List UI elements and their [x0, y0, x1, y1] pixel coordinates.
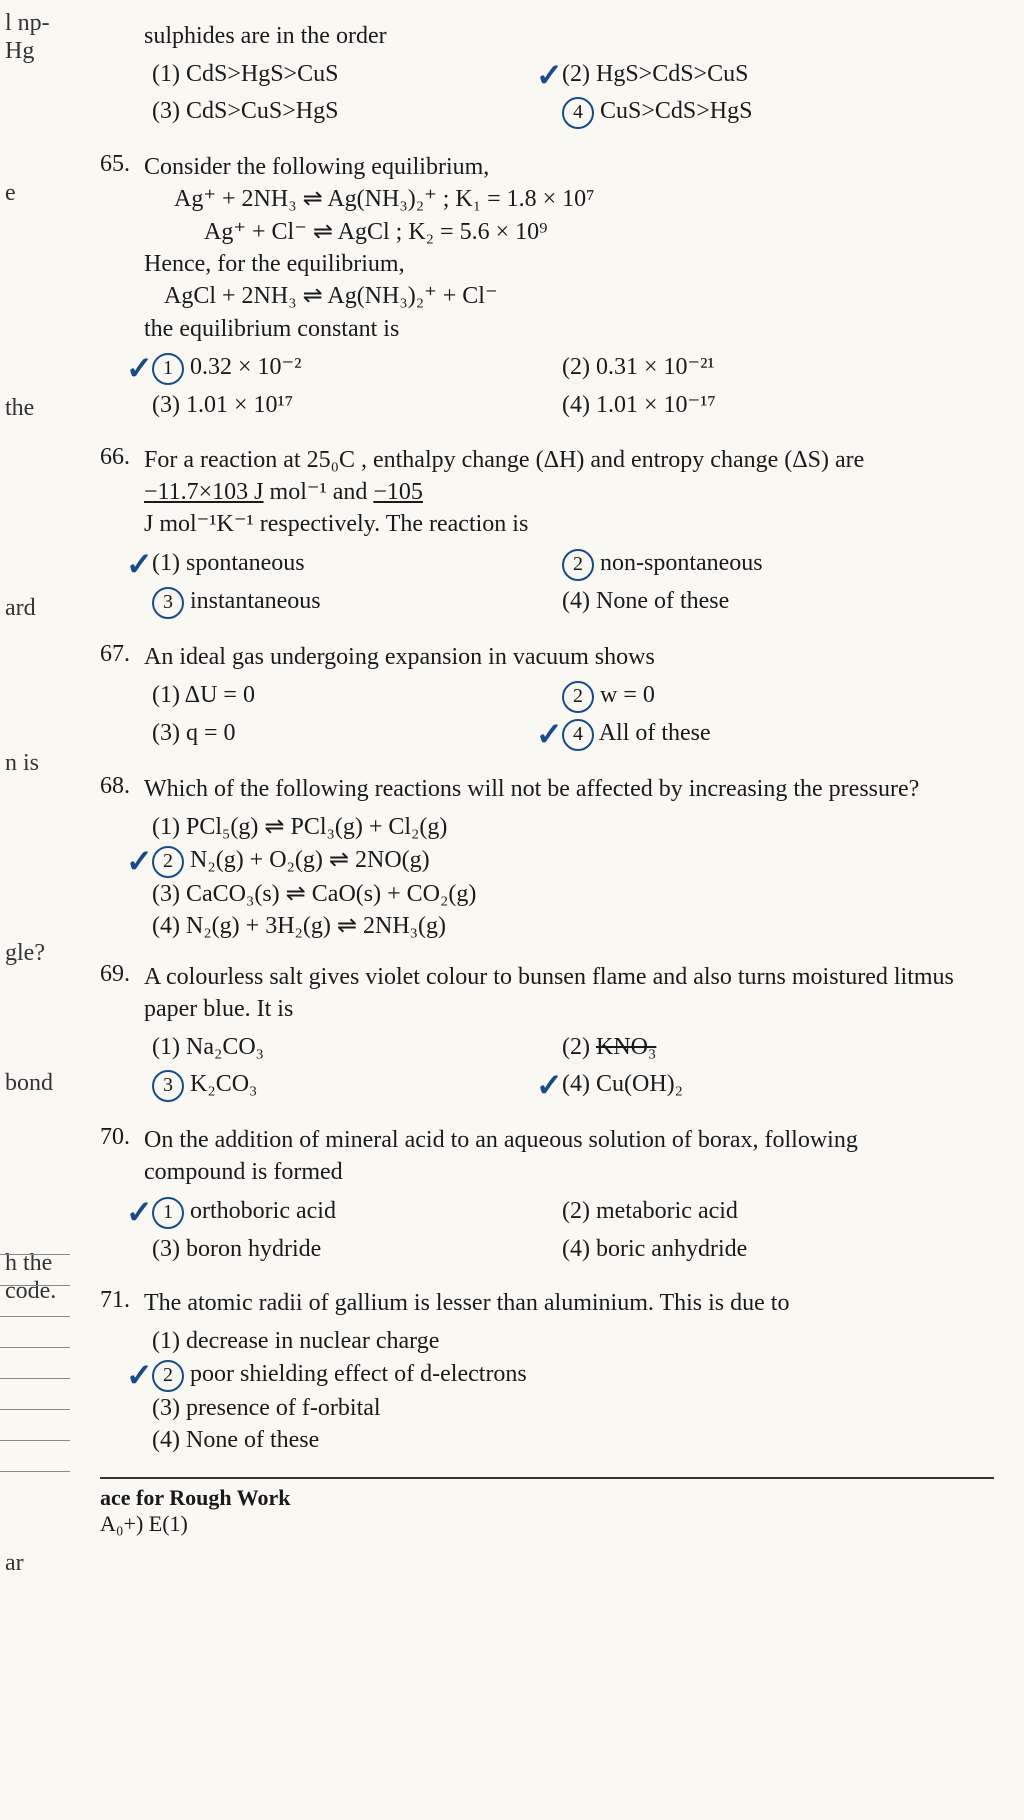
q68-text: Which of the following reactions will no…: [144, 776, 919, 802]
q64-block: sulphides are in the order (1) CdS>HgS>C…: [100, 20, 994, 133]
q66-block: 66. For a reaction at 25₀C , enthalpy ch…: [100, 444, 994, 623]
q71-opt4: (4) None of these: [144, 1424, 964, 1456]
side-bond: bond: [5, 1070, 53, 1097]
tick-icon: ✓: [126, 1354, 153, 1397]
circled-1-icon: 1: [152, 1197, 184, 1229]
q67-opt3: (3) q = 0: [144, 717, 554, 751]
rough-work-label: ace for Rough Work: [100, 1477, 994, 1511]
q70-block: 70. On the addition of mineral acid to a…: [100, 1124, 994, 1269]
circled-4-icon: 4: [562, 719, 594, 751]
tick-icon: ✓: [126, 840, 153, 883]
q66-text2: J mol⁻¹K⁻¹ respectively. The reaction is: [144, 511, 528, 537]
side-the: the: [5, 395, 34, 422]
q70-opt1-text: orthoboric acid: [190, 1198, 336, 1224]
q66-text: For a reaction at 25₀C , enthalpy change…: [144, 447, 864, 473]
q68-opt3: (3) CaCO₃(s) ⇌ CaO(s) + CO₂(g): [144, 878, 964, 910]
q67-block: 67. An ideal gas undergoing expansion in…: [100, 641, 994, 755]
side-ar: ar: [5, 1550, 24, 1577]
q65-opt1-text: 0.32 × 10⁻²: [190, 354, 301, 380]
circled-2-icon: 2: [152, 846, 184, 878]
q64-opt2: (2) HgS>CdS>CuS: [562, 61, 748, 87]
circled-1-icon: 1: [152, 353, 184, 385]
q65-text2: Hence, for the equilibrium,: [144, 251, 405, 277]
circled-2-icon: 2: [562, 681, 594, 713]
q66-opt4: (4) None of these: [554, 585, 964, 619]
circled-2-icon: 2: [152, 1360, 184, 1392]
circled-2-icon: 2: [562, 549, 594, 581]
q70-opt2: (2) metaboric acid: [554, 1195, 964, 1229]
q70-text: On the addition of mineral acid to an aq…: [144, 1127, 858, 1185]
q66-mid: mol⁻¹ and: [264, 479, 374, 505]
q67-opt4-text: All of these: [599, 720, 711, 746]
q71-opt1: (1) decrease in nuclear charge: [144, 1325, 964, 1357]
circled-3-icon: 3: [152, 587, 184, 619]
q65-opt2: (2) 0.31 × 10⁻²¹: [554, 351, 964, 385]
q65-eq2: Ag⁺ + Cl⁻ ⇌ AgCl ; K₂ = 5.6 × 10⁹: [144, 219, 547, 245]
q66-u2: −105: [373, 479, 423, 505]
q65-eq1: Ag⁺ + 2NH₃ ⇌ Ag(NH₃)₂⁺ ; K₁ = 1.8 × 10⁷: [144, 186, 595, 212]
q70-num: 70.: [100, 1124, 140, 1151]
q69-opt1: (1) Na₂CO₃: [144, 1031, 554, 1063]
q71-block: 71. The atomic radii of gallium is lesse…: [100, 1287, 994, 1457]
tick-icon: ✓: [536, 713, 563, 756]
q65-num: 65.: [100, 151, 140, 178]
q68-opt1: (1) PCl₅(g) ⇌ PCl₃(g) + Cl₂(g): [144, 811, 964, 843]
q67-opt1: (1) ΔU = 0: [144, 679, 554, 713]
q66-opt2-text: non-spontaneous: [600, 550, 763, 576]
q70-opt3: (3) boron hydride: [144, 1233, 554, 1265]
q67-text: An ideal gas undergoing expansion in vac…: [144, 644, 655, 670]
q68-opt2-text: N₂(g) + O₂(g) ⇌ 2NO(g): [190, 847, 430, 873]
q71-opt2-text: poor shielding effect of d-electrons: [190, 1361, 527, 1387]
q64-opt4-text: CuS>CdS>HgS: [600, 98, 752, 124]
q65-text1: Consider the following equilibrium,: [144, 154, 489, 180]
q71-text: The atomic radii of gallium is lesser th…: [144, 1290, 789, 1316]
q64-intro: sulphides are in the order: [144, 23, 387, 49]
circled-3-icon: 3: [152, 1070, 184, 1102]
q67-num: 67.: [100, 641, 140, 668]
q65-opt4: (4) 1.01 × 10⁻¹⁷: [554, 389, 964, 421]
q67-opt2-text: w = 0: [600, 682, 655, 708]
q68-block: 68. Which of the following reactions wil…: [100, 773, 994, 943]
q65-eq3: AgCl + 2NH₃ ⇌ Ag(NH₃)₂⁺ + Cl⁻: [144, 283, 498, 309]
side-gle: gle?: [5, 940, 45, 967]
side-is: n is: [5, 750, 39, 777]
tick-icon: ✓: [536, 54, 563, 97]
q69-text: A colourless salt gives violet colour to…: [144, 964, 954, 1022]
side-np: l np-: [5, 10, 50, 37]
q66-num: 66.: [100, 444, 140, 471]
q70-opt4: (4) boric anhydride: [554, 1233, 964, 1265]
q68-num: 68.: [100, 773, 140, 800]
side-ard: ard: [5, 595, 36, 622]
tick-icon: ✓: [126, 347, 153, 390]
q66-opt3-text: instantaneous: [190, 588, 321, 614]
q66-opt1: (1) spontaneous: [152, 550, 305, 576]
tick-icon: ✓: [536, 1064, 563, 1107]
q69-opt2-text: (2) KNO₃: [562, 1034, 656, 1060]
q69-opt3-text: K₂CO₃: [190, 1071, 257, 1097]
q65-opt3: (3) 1.01 × 10¹⁷: [144, 389, 554, 421]
q64-opt3: (3) CdS>CuS>HgS: [144, 95, 554, 129]
q69-num: 69.: [100, 961, 140, 988]
exam-page: l np- Hg e the ard n is gle? bond h the …: [0, 0, 1024, 1820]
q66-u1: −11.7×103 J: [144, 479, 264, 505]
q71-num: 71.: [100, 1287, 140, 1314]
q65-text3: the equilibrium constant is: [144, 316, 399, 342]
side-e: e: [5, 180, 16, 207]
q65-block: 65. Consider the following equilibrium, …: [100, 151, 994, 426]
side-hg: Hg: [5, 38, 34, 65]
q69-block: 69. A colourless salt gives violet colou…: [100, 961, 994, 1106]
q64-opt1: (1) CdS>HgS>CuS: [144, 58, 554, 90]
tick-icon: ✓: [126, 543, 153, 586]
q68-opt4: (4) N₂(g) + 3H₂(g) ⇌ 2NH₃(g): [144, 910, 964, 942]
q71-opt3: (3) presence of f-orbital: [144, 1392, 964, 1424]
circled-4-icon: 4: [562, 97, 594, 129]
handwritten-scribble: A₀+) E(1): [100, 1511, 994, 1537]
q69-opt4: (4) Cu(OH)₂: [562, 1071, 683, 1097]
tick-icon: ✓: [126, 1191, 153, 1234]
